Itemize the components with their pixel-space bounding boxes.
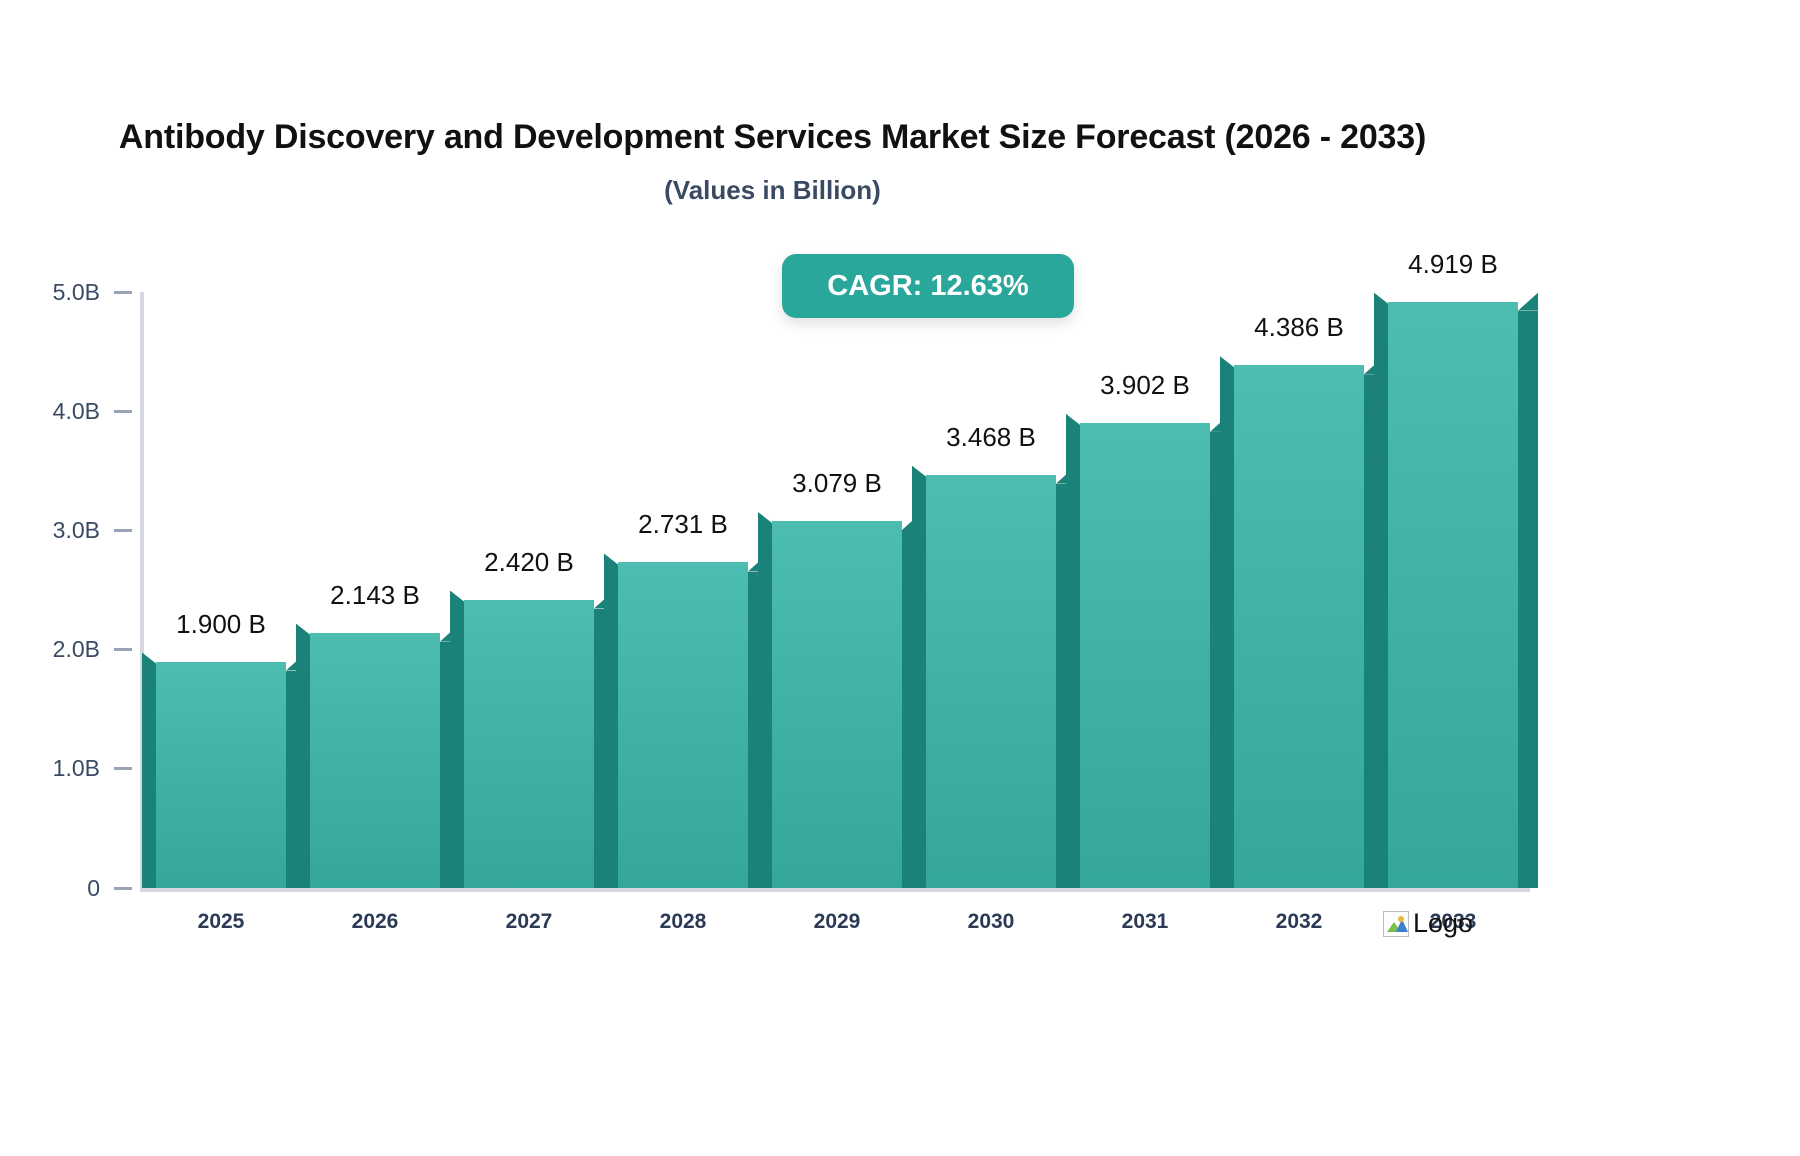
bar-value-label: 2.731 B [638,509,728,540]
bar-series: 1.900 B 2.143 B 2.420 B 2.731 B 3.079 B 3.468… [142,230,1538,888]
bar-left-face [1066,413,1080,888]
bar-slot: 4.919 B [1374,230,1538,888]
y-axis-tick-label: 1.0B [52,755,100,782]
y-axis-tick: 5.0B [53,279,132,305]
bar-slot: 3.079 B [758,230,922,888]
bar-slot: 2.731 B [604,230,768,888]
page-title: Antibody Discovery and Development Servi… [118,118,1427,156]
y-axis-tick-label: 3.0B [52,516,100,543]
bar[interactable] [1066,413,1230,888]
y-axis-tick-label: 2.0B [52,636,100,663]
bar[interactable] [296,623,460,888]
bar-right-cap [1518,292,1538,311]
x-axis-label: 2028 [659,910,707,933]
cagr-badge: CAGR: 12.63% [782,254,1074,318]
x-axis-label: 2030 [967,910,1015,933]
bar[interactable] [758,511,922,888]
y-axis-tick-mark [114,886,132,890]
bar-value-label: 1.900 B [176,608,266,639]
x-axis-line [140,888,1530,892]
y-axis-tick-mark [114,648,132,652]
bar-value-label: 4.386 B [1254,312,1344,343]
x-axis-label: 2031 [1121,910,1169,933]
x-axis-label: 2027 [505,910,553,933]
y-axis-tick: 1.0B [53,755,132,781]
x-axis-label: 2033 [1429,910,1477,933]
bar[interactable] [1220,356,1384,888]
bar-left-face [1374,292,1388,888]
bar-left-face [450,590,464,888]
y-axis-tick-label: 4.0B [52,397,100,424]
x-axis-label: 2032 [1275,910,1323,933]
bar-slot: 1.900 B [142,230,306,888]
plot-area: 5.0B 4.0B 3.0B 2.0B 1.0B 0 1.900 B 2.143 B 2.42… [53,230,1538,933]
chart-subtitle: (Values in Billion) [664,175,881,205]
bar[interactable] [1374,292,1538,888]
bar-value-label: 2.420 B [484,546,574,577]
bar-left-face [604,553,618,888]
y-axis-tick: 2.0B [53,636,132,662]
y-axis-tick-mark [114,409,132,413]
x-axis-label: 2025 [197,910,245,933]
bar-left-face [142,652,156,888]
bar-right-face [1518,310,1538,888]
bar-value-label: 3.468 B [946,421,1036,452]
y-axis-tick-mark [114,767,132,771]
y-axis-tick-label: 5.0B [52,278,100,305]
logo-alt-text: Logo [1413,908,1474,938]
y-axis-tick-mark [114,290,132,294]
logo: Logo [1383,908,1473,939]
bar-slot: 3.468 B [912,230,1076,888]
bar[interactable] [604,553,768,888]
bar-left-face [758,511,772,888]
x-axis-label: 2029 [813,910,861,933]
bar[interactable] [450,590,614,888]
bar-value-label: 2.143 B [330,579,420,610]
bar-left-face [296,623,310,888]
y-axis-tick-label: 0 [87,874,100,901]
bar-value-label: 4.919 B [1408,248,1498,279]
bar[interactable] [142,652,306,888]
bar-slot: 4.386 B [1220,230,1384,888]
bar[interactable] [912,465,1076,888]
cagr-badge-label: CAGR: 12.63% [827,269,1029,302]
bar-value-label: 3.079 B [792,467,882,498]
x-axis-label: 2026 [351,910,399,933]
y-axis-tick: 4.0B [53,398,132,424]
bar-value-label: 3.902 B [1100,369,1190,400]
broken-image-icon [1383,910,1409,937]
y-axis-tick-mark [114,528,132,532]
y-axis-tick: 0 [87,875,132,901]
bar-slot: 2.420 B [450,230,614,888]
bar-left-face [1220,356,1234,888]
y-axis-tick: 3.0B [53,517,132,543]
y-axis-line [140,292,144,892]
bar-slot: 2.143 B [296,230,460,888]
bar-left-face [912,465,926,888]
